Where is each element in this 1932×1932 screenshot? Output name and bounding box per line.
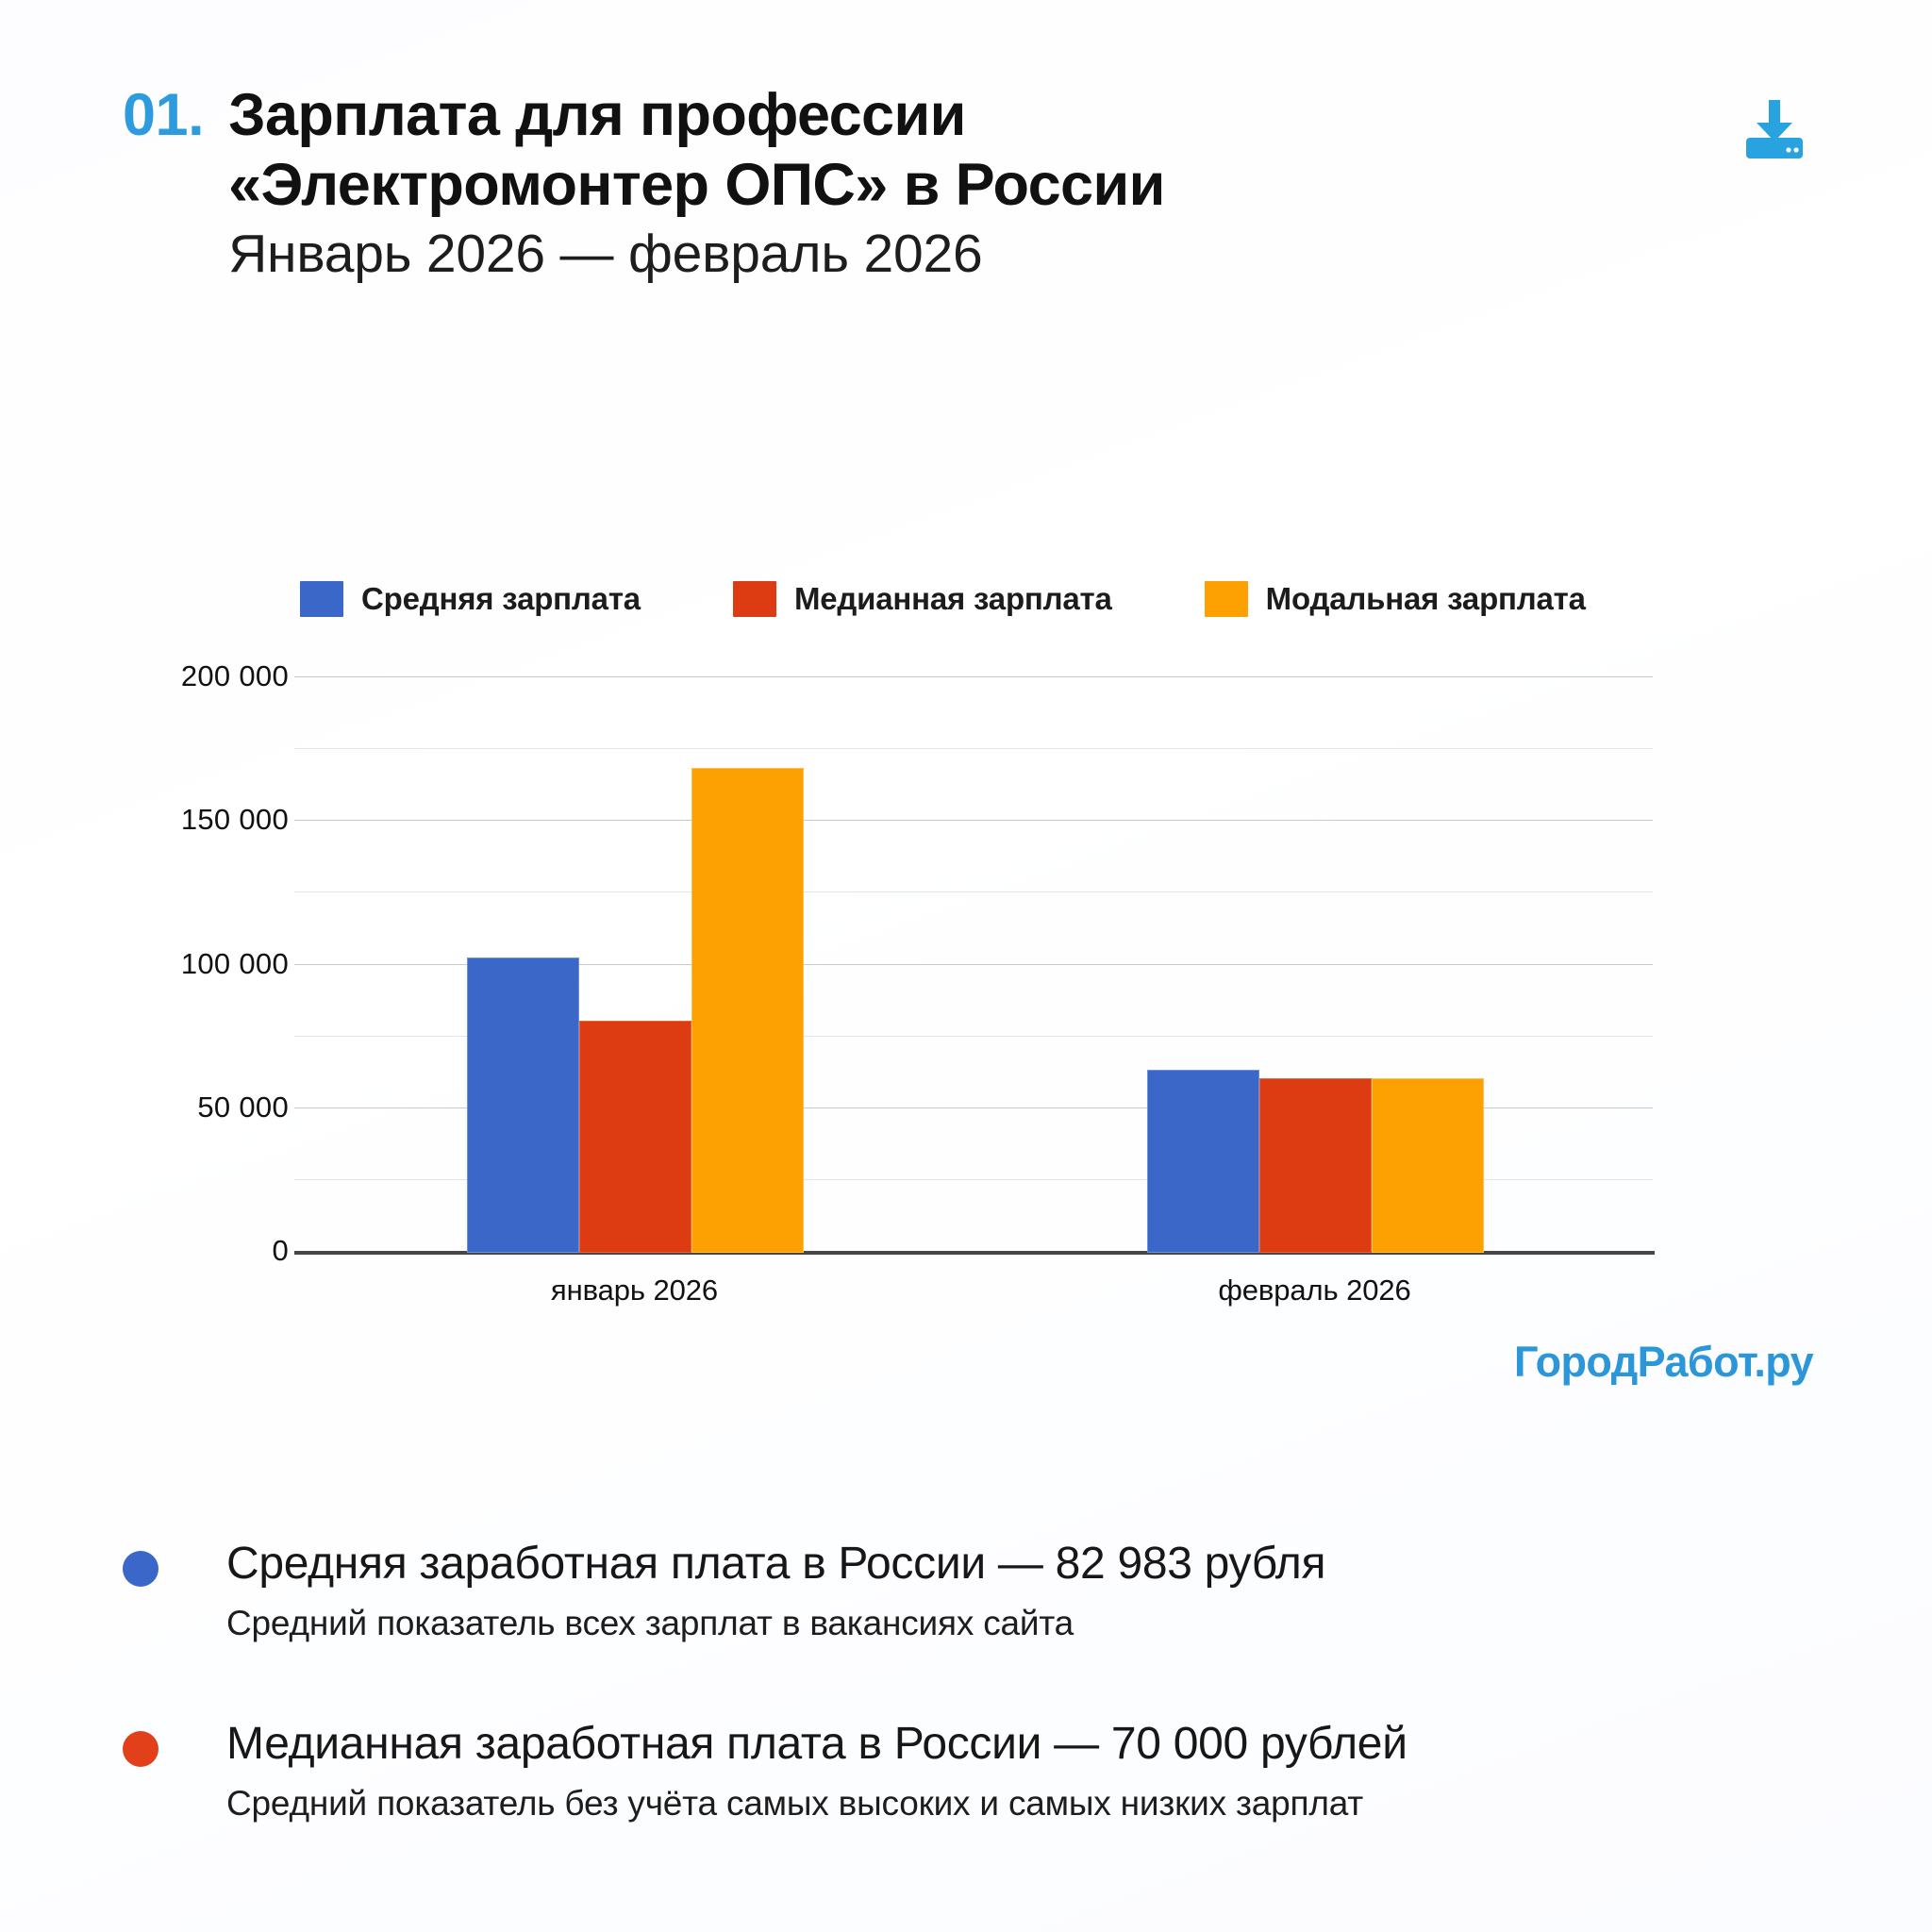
bar-average[interactable] (1147, 1070, 1259, 1253)
footnote-average-description: Средний показатель всех зарплат в ваканс… (226, 1604, 1074, 1643)
site-watermark: ГородРабот.ру (1513, 1338, 1814, 1386)
legend-label-average: Средняя зарплата (361, 581, 641, 616)
legend-item-modal[interactable]: Модальная зарплата (1204, 581, 1586, 617)
download-icon[interactable] (1740, 94, 1809, 164)
bar-average[interactable] (467, 958, 579, 1253)
page-title-line-2: «Электромонтер ОПС» в России (228, 151, 1165, 218)
y-axis-tick-label: 100 000 (180, 946, 289, 980)
legend-swatch-average (300, 581, 343, 617)
legend-label-modal: Модальная зарплата (1265, 581, 1586, 616)
page-header: 01. Зарплата для профессии «Электромонте… (123, 81, 1847, 289)
bar-median[interactable] (579, 1021, 691, 1253)
page-subtitle-period: Январь 2026 — февраль 2026 (228, 224, 983, 285)
title-lines: Зарплата для профессии «Электромонтер ОП… (228, 81, 1165, 289)
x-axis-tick-label: январь 2026 (550, 1274, 719, 1307)
y-axis-tick-label: 50 000 (197, 1090, 289, 1124)
bar-median[interactable] (1259, 1078, 1372, 1253)
footnote-median-description: Средний показатель без учёта самых высок… (226, 1784, 1364, 1824)
y-axis-tick-label: 0 (272, 1234, 289, 1267)
footnotes-list: Средняя заработная плата в России — 82 9… (123, 1538, 1821, 1899)
footnote-average-title: Средняя заработная плата в России — 82 9… (226, 1539, 1326, 1589)
gridline-minor (294, 1178, 1653, 1180)
gridline-minor (294, 1035, 1653, 1037)
legend-label-median: Медианная зарплата (793, 581, 1112, 616)
legend-swatch-modal (1204, 581, 1248, 617)
gridline-minor (294, 891, 1653, 893)
gridline-major (294, 963, 1653, 965)
footnote-dot-median (123, 1731, 158, 1768)
gridline-minor (294, 748, 1653, 750)
bar-modal[interactable] (1372, 1078, 1484, 1253)
legend-item-average[interactable]: Средняя зарплата (300, 581, 641, 617)
footnote-average: Средняя заработная плата в России — 82 9… (123, 1538, 1821, 1646)
y-axis-tick-label: 200 000 (180, 659, 289, 692)
legend-swatch-median (732, 581, 776, 617)
bar-modal[interactable] (691, 768, 804, 1253)
footnote-median-title: Медианная заработная плата в России — 70… (226, 1719, 1407, 1770)
salary-bar-chart: Средняя зарплата Медианная зарплата Мода… (0, 528, 1932, 1377)
y-axis-tick-label: 150 000 (180, 803, 289, 837)
gridline-major (294, 676, 1653, 677)
gridline-major (294, 820, 1653, 822)
chart-legend: Средняя зарплата Медианная зарплата Мода… (300, 581, 1586, 617)
chart-plot-area: 0 50 000 100 000 150 000 200 000 январь 2026 ф… (0, 528, 1932, 1377)
x-axis-tick-label: февраль 2026 (1218, 1274, 1411, 1307)
legend-item-median[interactable]: Медианная зарплата (732, 581, 1112, 617)
footnote-dot-average (123, 1551, 158, 1587)
page-title-line-1: Зарплата для профессии (228, 82, 966, 148)
x-axis-line (294, 1251, 1655, 1255)
footnote-median: Медианная заработная плата в России — 70… (123, 1718, 1821, 1826)
title-block: 01. Зарплата для профессии «Электромонте… (123, 81, 1165, 289)
slide-number: 01. (123, 82, 205, 148)
